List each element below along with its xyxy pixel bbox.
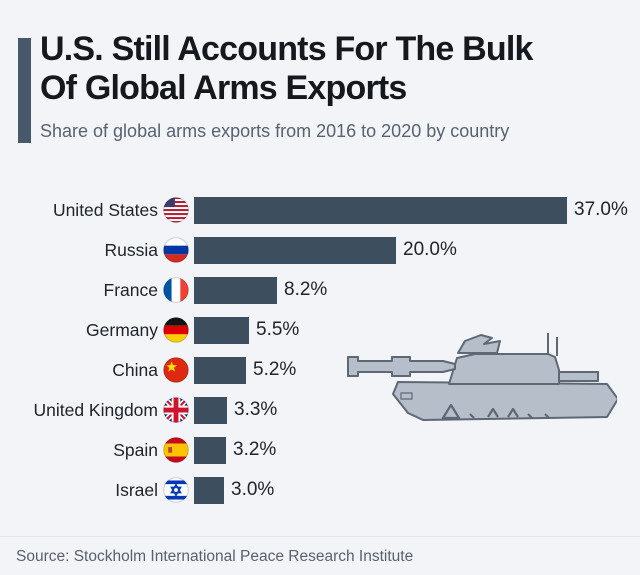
value-bar [194,236,396,264]
ru-flag-icon [163,237,189,263]
country-label: Germany [86,319,158,340]
country-label: Spain [113,439,158,460]
value-bar [194,436,226,464]
source-text: Source: Stockholm International Peace Re… [16,548,414,565]
chart-row: Germany 5.5% [0,310,640,350]
value-bar [194,356,246,384]
il-flag-icon [163,477,189,503]
us-flag-icon [163,197,189,223]
country-label: United States [52,199,158,220]
page-subtitle: Share of global arms exports from 2016 t… [40,121,510,141]
tank-turret [448,353,560,385]
value-label: 3.3% [234,399,278,420]
gb-flag-icon [163,397,189,423]
chart-row: China 5.2% [0,350,640,390]
de-flag-icon [163,317,189,343]
value-label: 8.2% [284,279,328,300]
chart-row: Russia 20.0% [0,230,640,270]
page-title: U.S. Still Accounts For The Bulk Of Glob… [40,30,625,108]
value-bar [194,316,249,344]
chart-rows: United States 37.0% Russia 20.0% France … [0,190,640,510]
cn-flag-icon [163,357,189,383]
value-label: 3.0% [231,479,275,500]
tank-hull [392,381,617,421]
country-label: United Kingdom [33,399,158,420]
value-label: 20.0% [403,239,457,260]
tank-machine-gun [457,334,501,354]
value-label: 5.2% [253,359,297,380]
tank-barrel [347,356,456,377]
country-label: China [112,359,158,380]
tank-icon [347,333,617,421]
country-label: France [103,279,158,300]
page-title-line1: U.S. Still Accounts For The Bulk [40,30,533,68]
chart-row: France 8.2% [0,270,640,310]
chart-row: United Kingdom 3.3% [0,390,640,430]
es-flag-icon [163,437,189,463]
country-label: Russia [104,239,159,260]
chart-row: United States 37.0% [0,190,640,230]
tank-rear-deck [558,371,599,382]
country-label: Israel [115,479,158,500]
value-bar [194,276,277,304]
title-accent-bar [18,38,31,143]
value-bar [194,476,224,504]
value-bar [194,196,567,224]
value-label: 37.0% [574,199,628,220]
chart-row: Israel 3.0% [0,470,640,510]
value-bar [194,396,227,424]
chart-row: Spain 3.2% [0,430,640,470]
page-title-line2: Of Global Arms Exports [40,69,407,107]
tank-skirt-marks [400,392,550,420]
value-label: 5.5% [256,319,300,340]
value-label: 3.2% [233,439,277,460]
fr-flag-icon [163,277,189,303]
footer-divider [0,536,640,537]
